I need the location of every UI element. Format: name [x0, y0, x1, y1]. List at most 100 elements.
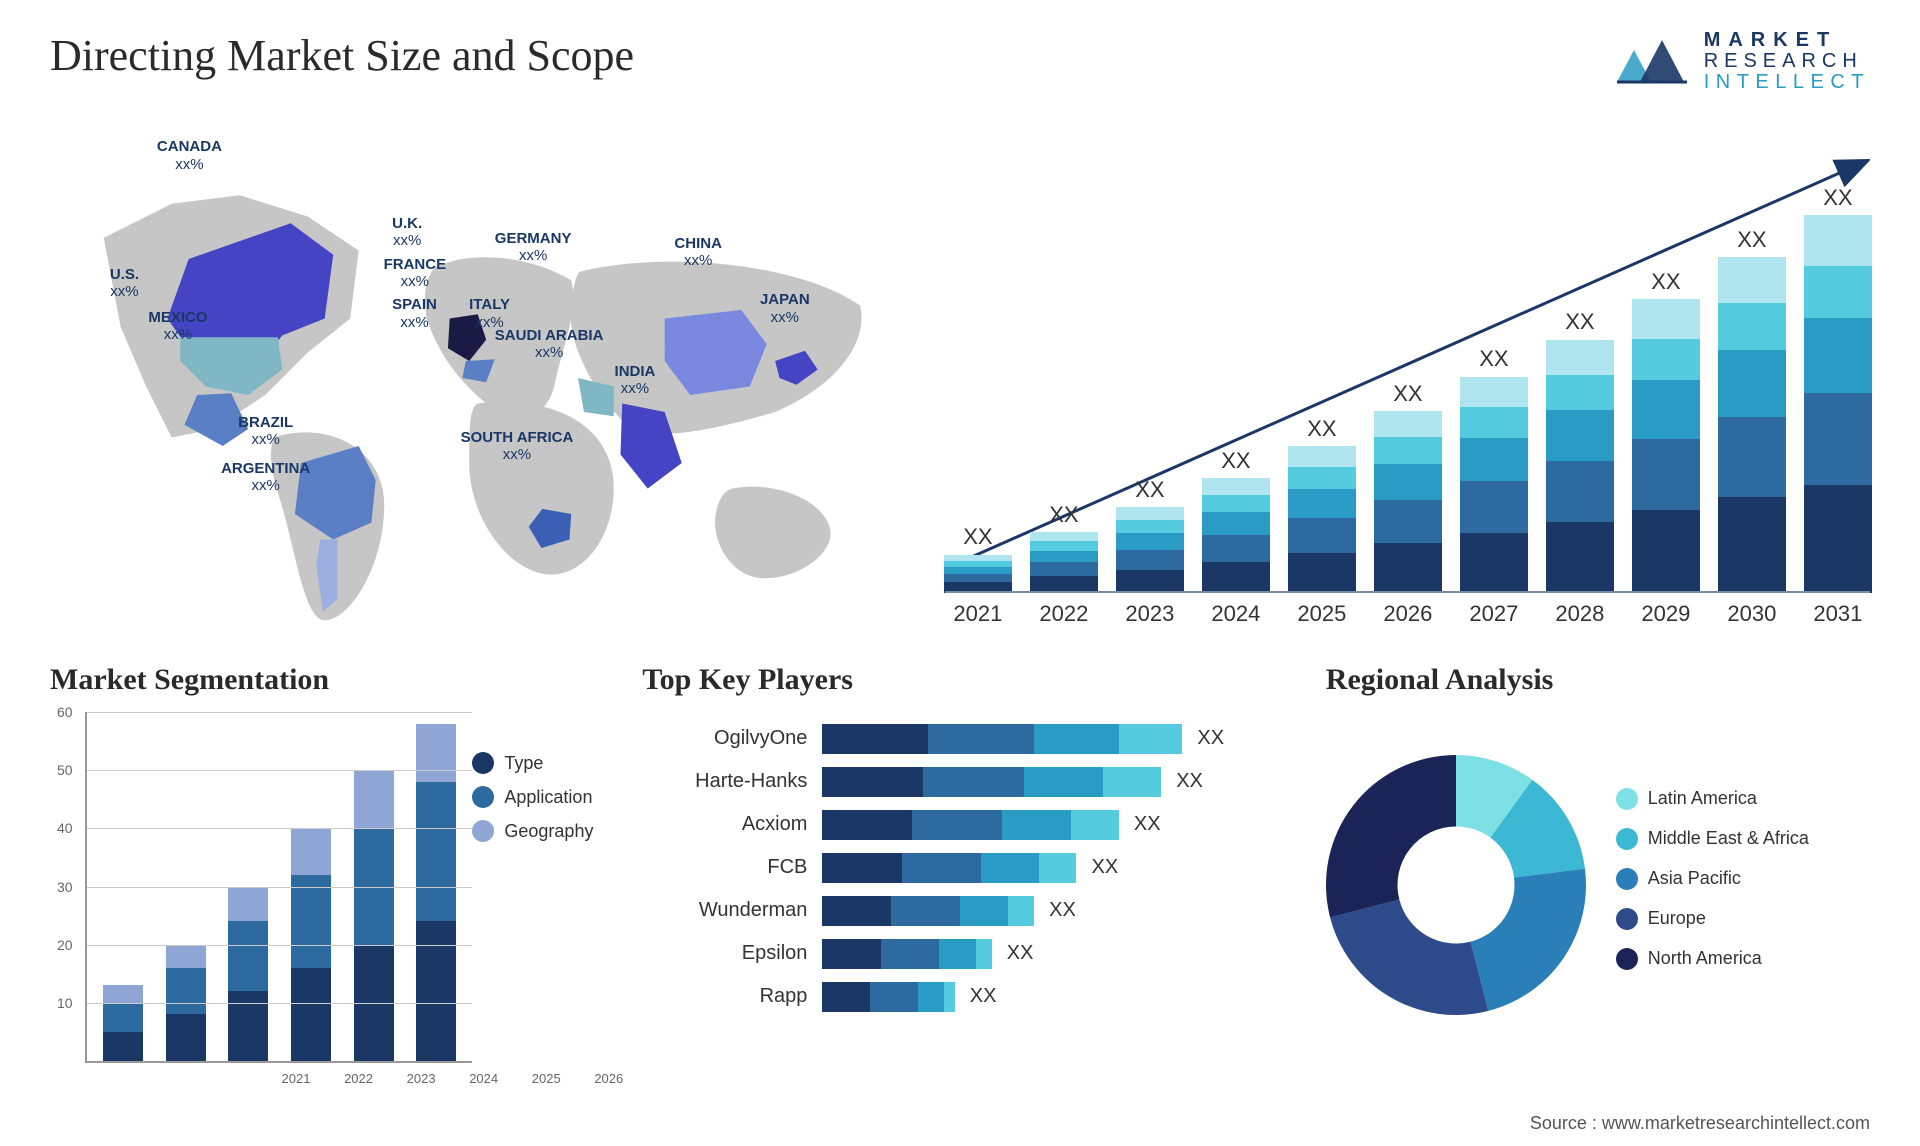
bar-value-label: XX — [1632, 269, 1700, 295]
header: Directing Market Size and Scope MARKET R… — [50, 30, 1870, 93]
year-label: 2021 — [944, 601, 1012, 627]
legend-swatch — [1616, 828, 1638, 850]
player-name: Epsilon — [642, 932, 822, 975]
year-label: 2027 — [1460, 601, 1528, 627]
player-bar-row: XX — [822, 803, 1315, 846]
map-label: MEXICOxx% — [148, 309, 207, 344]
legend-item: Middle East & Africa — [1616, 828, 1890, 850]
legend-swatch — [1616, 908, 1638, 930]
map-label: FRANCExx% — [384, 256, 447, 291]
player-name: Harte-Hanks — [642, 760, 822, 803]
year-label: 2028 — [1546, 601, 1614, 627]
player-name: OgilvyOne — [642, 717, 822, 760]
logo-text: MARKET RESEARCH INTELLECT — [1704, 30, 1870, 93]
player-value: XX — [1092, 856, 1119, 879]
player-value: XX — [970, 985, 997, 1008]
year-label: 2029 — [1632, 601, 1700, 627]
map-label: CANADAxx% — [157, 138, 222, 173]
player-value: XX — [1134, 813, 1161, 836]
map-label: ARGENTINAxx% — [221, 460, 310, 495]
y-tick: 30 — [57, 879, 73, 895]
legend-item: Europe — [1616, 908, 1890, 930]
legend-item: Type — [472, 752, 632, 774]
year-label: 2023 — [1116, 601, 1184, 627]
y-tick: 20 — [57, 937, 73, 953]
map-label: BRAZILxx% — [238, 414, 293, 449]
legend-swatch — [1616, 948, 1638, 970]
main-bar: XX — [1460, 376, 1528, 593]
main-bar: XX — [1546, 339, 1614, 593]
main-bar: XX — [1288, 446, 1356, 593]
page-title: Directing Market Size and Scope — [50, 30, 634, 81]
legend-swatch — [1616, 868, 1638, 890]
main-bar: XX — [1718, 257, 1786, 593]
map-label: JAPANxx% — [760, 291, 810, 326]
y-tick: 60 — [57, 704, 73, 720]
donut-slice — [1330, 900, 1488, 1015]
map-label: U.K.xx% — [392, 215, 422, 250]
donut-slice — [1326, 755, 1456, 917]
main-bar: XX — [1116, 507, 1184, 593]
player-bar-row: XX — [822, 932, 1315, 975]
logo: MARKET RESEARCH INTELLECT — [1612, 30, 1870, 93]
map-label: U.S.xx% — [110, 266, 139, 301]
legend-item: Application — [472, 786, 632, 808]
source-attribution: Source : www.marketresearchintellect.com — [1530, 1113, 1870, 1134]
player-name: Wunderman — [642, 889, 822, 932]
legend-swatch — [472, 820, 494, 842]
bar-value-label: XX — [944, 524, 1012, 550]
legend-item: Latin America — [1616, 788, 1890, 810]
logo-icon — [1612, 32, 1692, 92]
legend-item: North America — [1616, 948, 1890, 970]
regional-legend: Latin America Middle East & Africa Asia Pa… — [1616, 788, 1890, 988]
legend-swatch — [1616, 788, 1638, 810]
player-bar-row: XX — [822, 717, 1315, 760]
legend-swatch — [472, 752, 494, 774]
year-label: 2026 — [1374, 601, 1442, 627]
segmentation-chart: 202120222023202420252026 102030405060 Ty… — [50, 712, 632, 1063]
y-tick: 10 — [57, 995, 73, 1011]
map-label: ITALYxx% — [469, 296, 510, 331]
seg-bar: 2023 — [228, 887, 268, 1062]
map-label: SAUDI ARABIAxx% — [495, 327, 604, 362]
bar-value-label: XX — [1804, 185, 1872, 211]
key-players-title: Top Key Players — [642, 663, 1315, 697]
y-tick: 50 — [57, 762, 73, 778]
map-label: GERMANYxx% — [495, 230, 572, 265]
bar-value-label: XX — [1116, 477, 1184, 503]
regional-title: Regional Analysis — [1326, 663, 1890, 697]
bar-value-label: XX — [1202, 448, 1270, 474]
legend-swatch — [472, 786, 494, 808]
player-bar-row: XX — [822, 975, 1315, 1018]
bar-value-label: XX — [1288, 416, 1356, 442]
segmentation-legend: Type Application Geography — [472, 712, 632, 1063]
main-bar: XX — [1030, 532, 1098, 593]
main-bar: XX — [1804, 215, 1872, 593]
seg-bar: 2021 — [103, 985, 143, 1061]
map-label: INDIAxx% — [615, 363, 656, 398]
top-row: CANADAxx% U.S.xx% MEXICOxx% BRAZILxx% ARGENT… — [50, 123, 1870, 633]
bar-value-label: XX — [1374, 381, 1442, 407]
seg-bar: 2025 — [354, 770, 394, 1061]
main-bar: XX — [1202, 478, 1270, 593]
regional-panel: Regional Analysis Latin America Middle Ea… — [1326, 663, 1890, 1063]
player-value: XX — [1049, 899, 1076, 922]
donut-slice — [1470, 869, 1585, 1011]
year-label: 2022 — [1030, 601, 1098, 627]
player-value: XX — [1197, 727, 1224, 750]
player-value: XX — [1176, 770, 1203, 793]
main-bar: XX — [944, 554, 1012, 593]
player-name: Acxiom — [642, 803, 822, 846]
bar-value-label: XX — [1460, 346, 1528, 372]
bar-value-label: XX — [1546, 309, 1614, 335]
player-bar-row: XX — [822, 889, 1315, 932]
legend-item: Geography — [472, 820, 632, 842]
legend-item: Asia Pacific — [1616, 868, 1890, 890]
player-bar-row: XX — [822, 846, 1315, 889]
player-value: XX — [1007, 942, 1034, 965]
year-label: 2024 — [1202, 601, 1270, 627]
donut-chart — [1326, 755, 1586, 1020]
map-svg — [50, 123, 905, 633]
segmentation-panel: Market Segmentation 20212022202320242025… — [50, 663, 632, 1063]
world-map: CANADAxx% U.S.xx% MEXICOxx% BRAZILxx% ARGENT… — [50, 123, 905, 633]
